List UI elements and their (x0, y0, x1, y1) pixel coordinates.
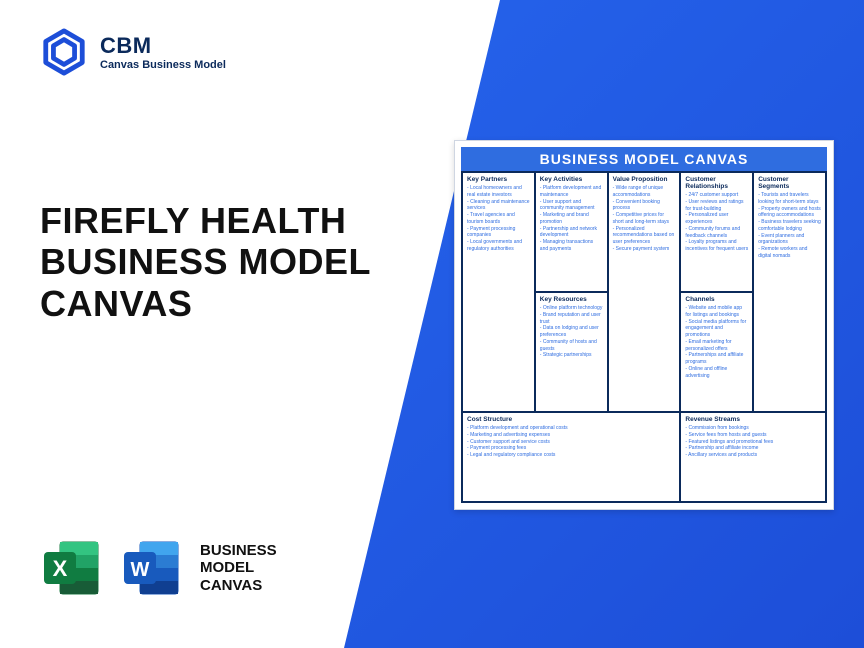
list-item: Online and offline advertising (685, 366, 748, 380)
block-key-partners: Key Partners Local homeowners and real e… (462, 172, 535, 412)
list-item: Partnership and network development (540, 226, 603, 240)
svg-text:W: W (131, 559, 150, 581)
list-item: Convenient booking process (613, 199, 676, 213)
list-item: Cleaning and maintenance services (467, 199, 530, 213)
heading-key-resources: Key Resources (540, 296, 603, 303)
list-item: Loyalty programs and incentives for freq… (685, 239, 748, 253)
block-cost-structure: Cost Structure Platform development and … (462, 412, 680, 502)
list-item: User reviews and ratings for trust-build… (685, 199, 748, 213)
list-item: 24/7 customer support (685, 192, 748, 199)
list-item: Customer support and service costs (467, 439, 675, 446)
list-item: Wide range of unique accommodations (613, 185, 676, 199)
icons-label-3: CANVAS (200, 577, 277, 594)
excel-icon: X (40, 536, 104, 600)
block-revenue-streams: Revenue Streams Commission from bookings… (680, 412, 826, 502)
list-item: Payment processing companies (467, 226, 530, 240)
list-item: Secure payment system (613, 246, 676, 253)
list-item: Data on lodging and user preferences (540, 325, 603, 339)
list-item: Personalized recommendations based on us… (613, 226, 676, 246)
list-item: Local governments and regulatory authori… (467, 239, 530, 253)
list-revenue-streams: Commission from bookings Service fees fr… (685, 425, 821, 459)
list-item: Tourists and travelers looking for short… (758, 192, 821, 206)
svg-text:X: X (53, 556, 68, 581)
list-item: Email marketing for personalized offers (685, 339, 748, 353)
list-item: Business travelers seeking comfortable l… (758, 219, 821, 233)
cbm-logo-icon (40, 28, 88, 76)
icons-label-1: BUSINESS (200, 542, 277, 559)
list-item: Payment processing fees (467, 445, 675, 452)
list-item: Website and mobile app for listings and … (685, 305, 748, 319)
word-icon: W (120, 536, 184, 600)
list-item: Marketing and advertising expenses (467, 432, 675, 439)
list-item: Travel agencies and tourism boards (467, 212, 530, 226)
title-line-3: CANVAS (40, 283, 371, 324)
list-item: User support and community management (540, 199, 603, 213)
block-customer-segments: Customer Segments Tourists and travelers… (753, 172, 826, 412)
list-channels: Website and mobile app for listings and … (685, 305, 748, 379)
canvas-grid: Key Partners Local homeowners and real e… (461, 171, 827, 503)
list-item: Platform development and maintenance (540, 185, 603, 199)
list-item: Event planners and organizations (758, 233, 821, 247)
title-line-1: FIREFLY HEALTH (40, 200, 371, 241)
list-key-activities: Platform development and maintenance Use… (540, 185, 603, 253)
heading-customer-segments: Customer Segments (758, 176, 821, 190)
list-value-proposition: Wide range of unique accommodations Conv… (613, 185, 676, 253)
list-item: Personalized user experiences (685, 212, 748, 226)
heading-channels: Channels (685, 296, 748, 303)
list-item: Service fees from hosts and guests (685, 432, 821, 439)
heading-customer-relationships: Customer Relationships (685, 176, 748, 190)
heading-revenue-streams: Revenue Streams (685, 416, 821, 423)
list-item: Remote workers and digital nomads (758, 246, 821, 260)
list-key-resources: Online platform technology Brand reputat… (540, 305, 603, 359)
canvas-preview-card: BUSINESS MODEL CANVAS Key Partners Local… (454, 140, 834, 510)
block-customer-relationships: Customer Relationships 24/7 customer sup… (680, 172, 753, 292)
title-line-2: BUSINESS MODEL (40, 241, 371, 282)
brand-abbrev: CBM (100, 33, 226, 59)
format-icons-row: X W BUSINESS MODEL CANVAS (40, 536, 277, 600)
list-item: Brand reputation and user trust (540, 312, 603, 326)
canvas-title: BUSINESS MODEL CANVAS (461, 147, 827, 171)
list-item: Ancillary services and products (685, 452, 821, 459)
block-channels: Channels Website and mobile app for list… (680, 292, 753, 412)
brand-text: CBM Canvas Business Model (100, 33, 226, 71)
list-item: Partnership and affiliate income (685, 445, 821, 452)
list-item: Featured listings and promotional fees (685, 439, 821, 446)
heading-key-activities: Key Activities (540, 176, 603, 183)
icons-label: BUSINESS MODEL CANVAS (200, 542, 277, 594)
list-item: Partnerships and affiliate programs (685, 352, 748, 366)
list-item: Legal and regulatory compliance costs (467, 452, 675, 459)
list-item: Commission from bookings (685, 425, 821, 432)
list-item: Property owners and hosts offering accom… (758, 206, 821, 220)
list-item: Social media platforms for engagement an… (685, 319, 748, 339)
icons-label-2: MODEL (200, 559, 277, 576)
list-customer-segments: Tourists and travelers looking for short… (758, 192, 821, 260)
heading-key-partners: Key Partners (467, 176, 530, 183)
list-item: Competitive prices for short and long-te… (613, 212, 676, 226)
list-item: Community forums and feedback channels (685, 226, 748, 240)
block-key-resources: Key Resources Online platform technology… (535, 292, 608, 412)
heading-cost-structure: Cost Structure (467, 416, 675, 423)
list-item: Strategic partnerships (540, 352, 603, 359)
block-key-activities: Key Activities Platform development and … (535, 172, 608, 292)
list-item: Managing transactions and payments (540, 239, 603, 253)
heading-value-proposition: Value Proposition (613, 176, 676, 183)
brand-logo-block: CBM Canvas Business Model (40, 28, 226, 76)
list-item: Marketing and brand promotion (540, 212, 603, 226)
list-item: Platform development and operational cos… (467, 425, 675, 432)
list-item: Community of hosts and guests (540, 339, 603, 353)
list-item: Local homeowners and real estate investo… (467, 185, 530, 199)
list-item: Online platform technology (540, 305, 603, 312)
list-customer-relationships: 24/7 customer support User reviews and r… (685, 192, 748, 253)
list-key-partners: Local homeowners and real estate investo… (467, 185, 530, 253)
main-title: FIREFLY HEALTH BUSINESS MODEL CANVAS (40, 200, 371, 324)
list-cost-structure: Platform development and operational cos… (467, 425, 675, 459)
brand-tagline: Canvas Business Model (100, 59, 226, 71)
block-value-proposition: Value Proposition Wide range of unique a… (608, 172, 681, 412)
